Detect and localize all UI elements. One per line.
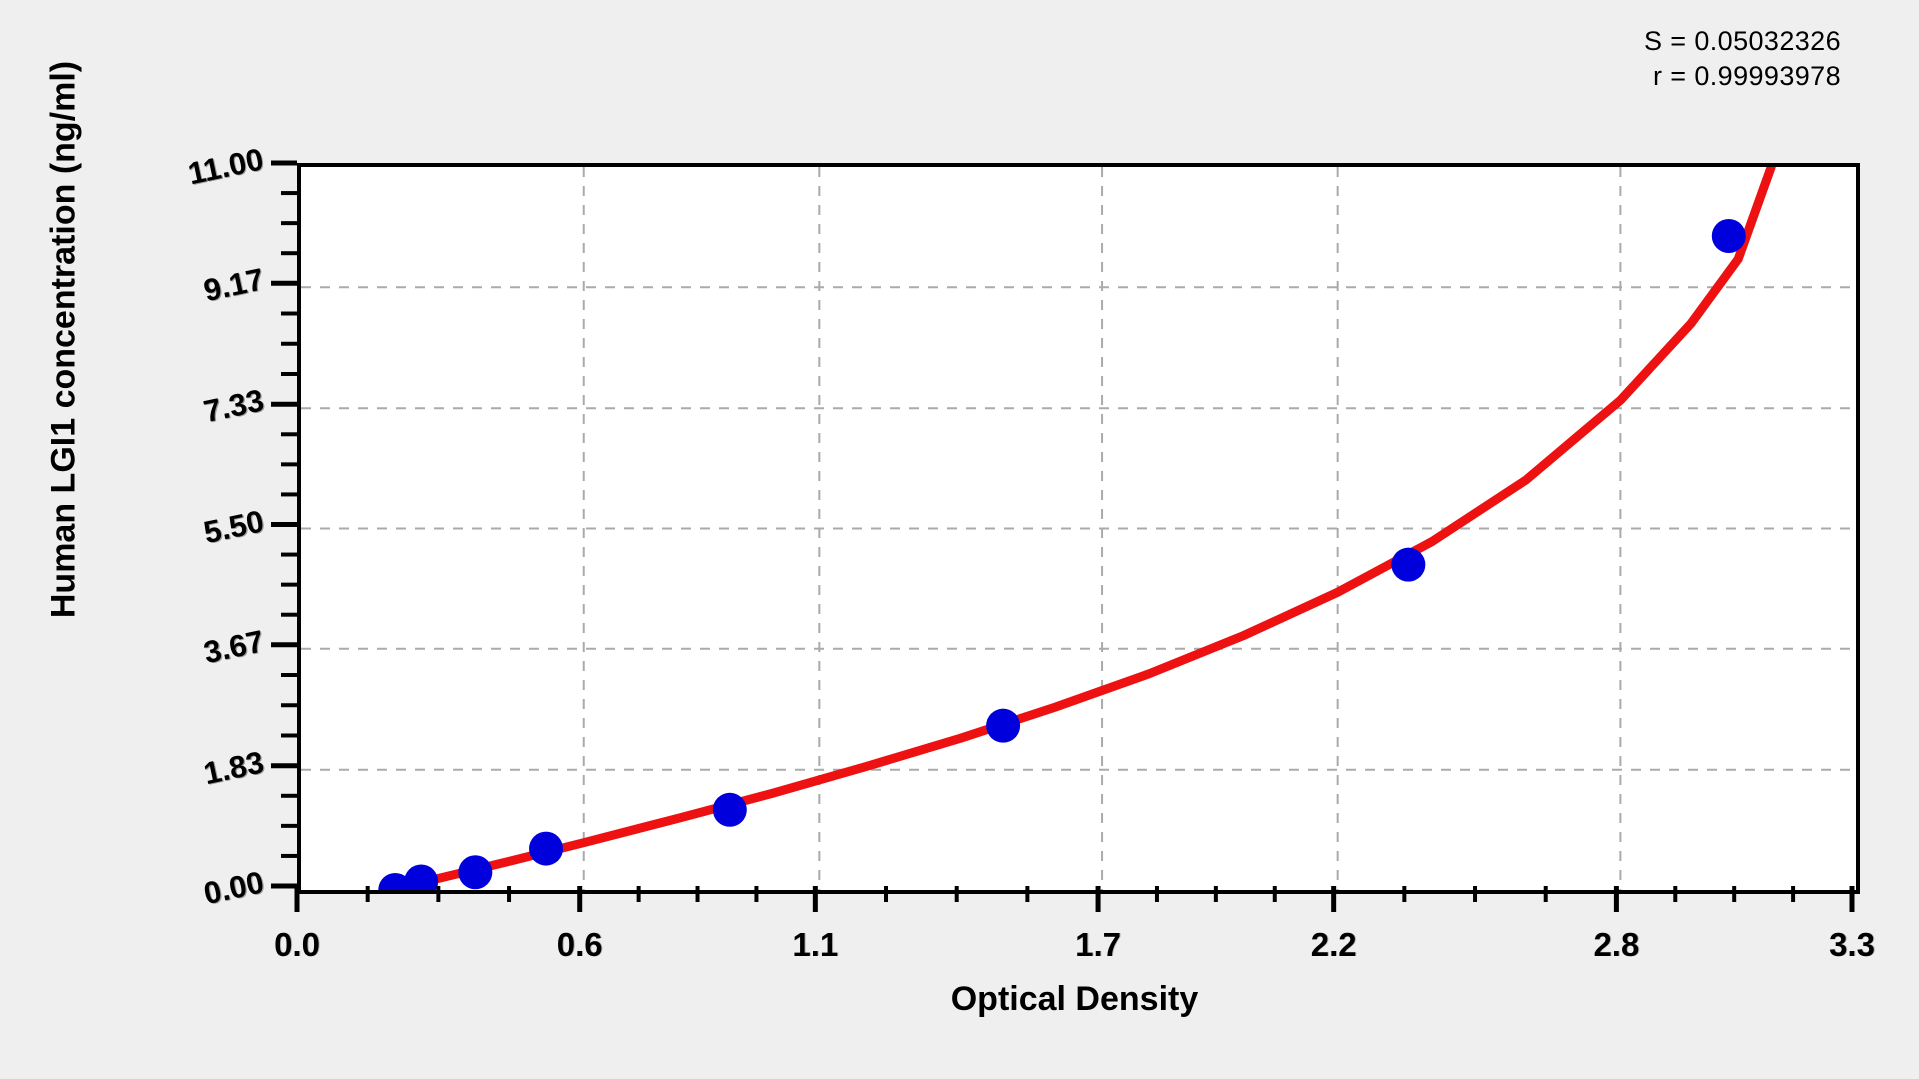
statistic-r: r = 0.99993978 (1652, 61, 1841, 92)
statistic-s: S = 0.05032326 (1643, 26, 1841, 56)
data-point (712, 792, 747, 827)
data-point (1391, 547, 1426, 582)
data-point (458, 855, 493, 890)
x-axis-tick-label: 1.7 (1075, 926, 1121, 963)
x-axis-title: Optical Density (950, 980, 1199, 1018)
x-axis-tick-label: 2.8 (1593, 926, 1640, 963)
data-point (404, 864, 439, 890)
data-point (529, 831, 564, 866)
x-axis-tick-label: 2.2 (1310, 926, 1357, 963)
plot-area (297, 163, 1860, 894)
x-axis-tick-label: 3.3 (1829, 926, 1875, 963)
data-point (1711, 219, 1746, 254)
statistics-annotation: S = 0.05032326 r = 0.99993978 (1644, 24, 1841, 94)
x-axis-tick-label: 0.6 (556, 926, 603, 963)
data-point (986, 708, 1021, 743)
data-point (378, 873, 413, 890)
fit-curve (383, 167, 1776, 890)
x-axis-tick-label: 1.1 (792, 926, 839, 963)
plot-graphics (301, 167, 1856, 890)
x-axis-tick-label: 0.0 (274, 926, 320, 963)
